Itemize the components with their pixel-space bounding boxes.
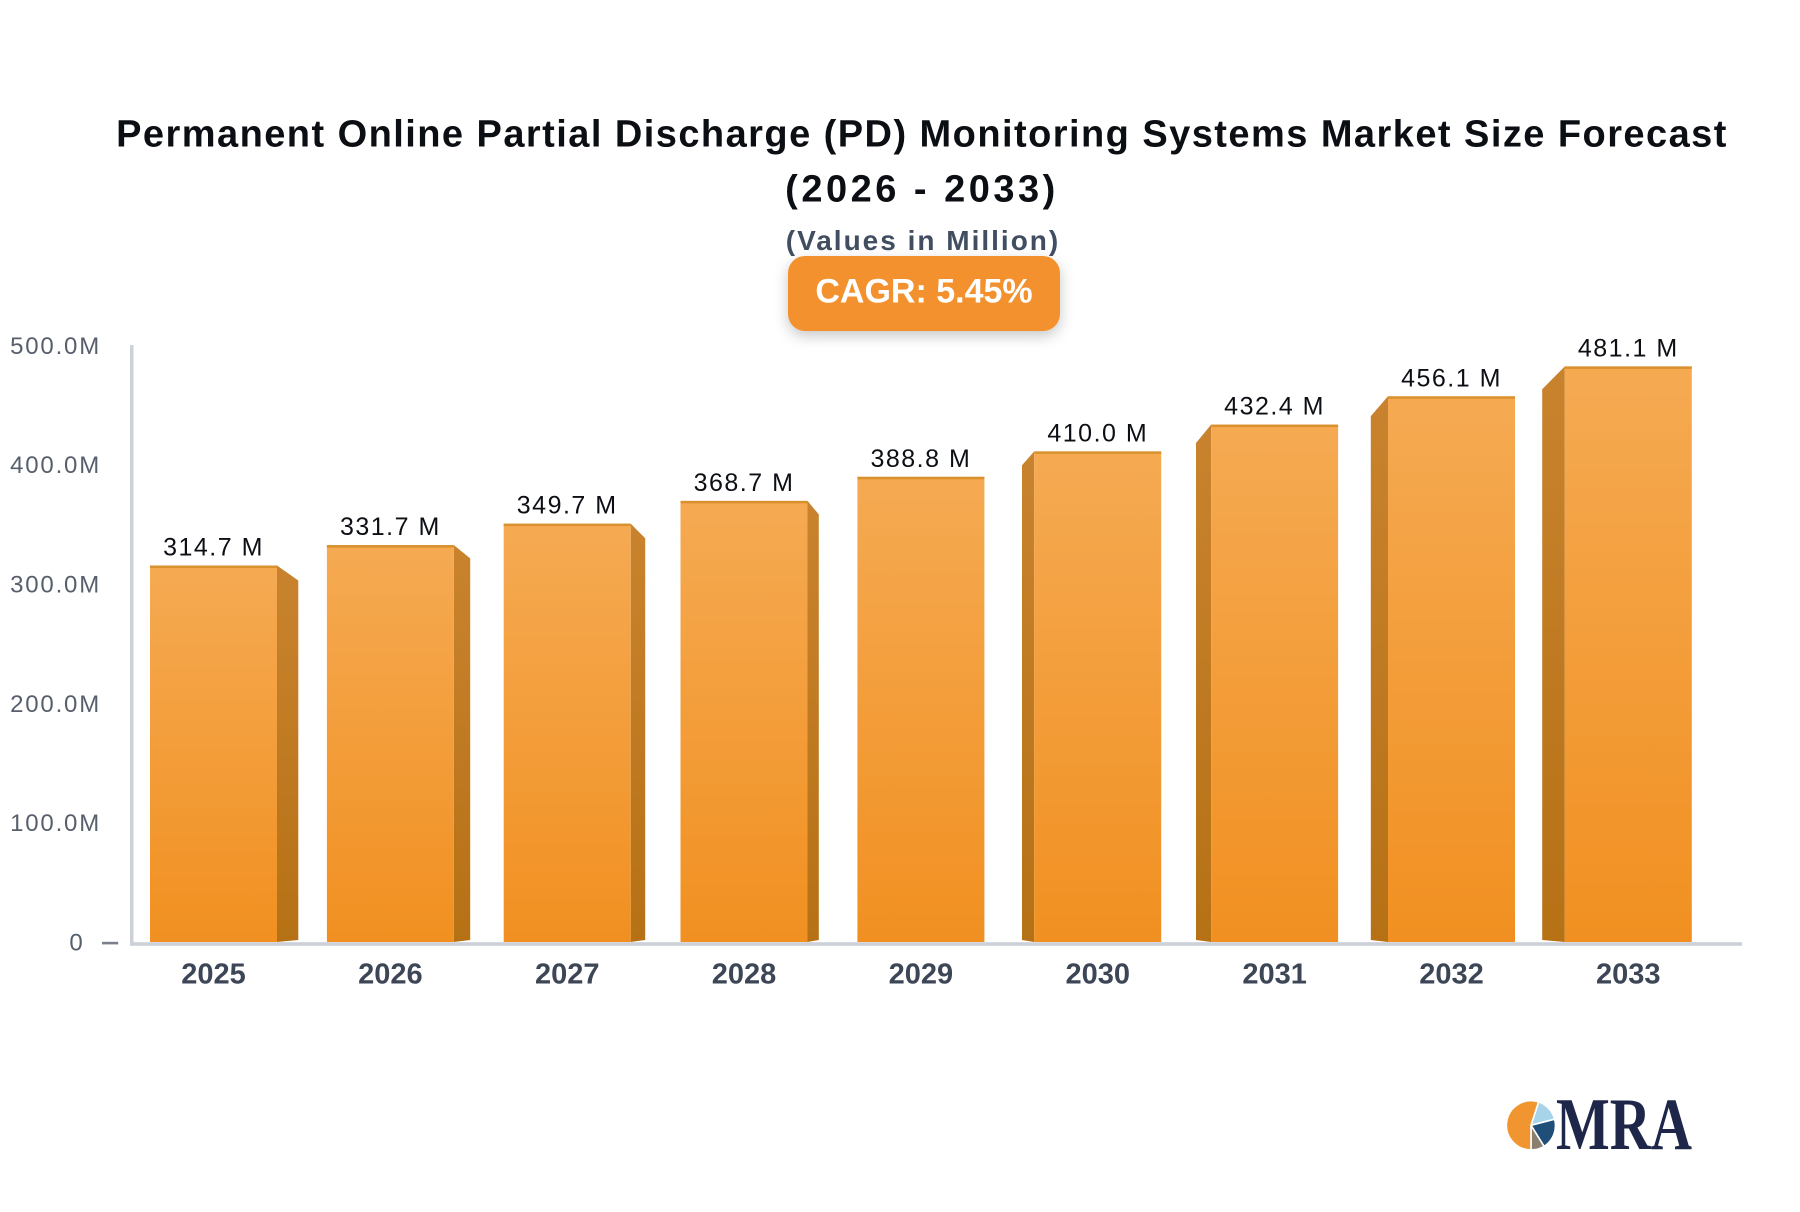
svg-text:2028: 2028 xyxy=(712,959,777,991)
svg-text:100.0M: 100.0M xyxy=(10,810,101,837)
svg-text:300.0M: 300.0M xyxy=(10,572,101,599)
svg-text:2026: 2026 xyxy=(358,959,423,991)
svg-text:Permanent Online Partial Disch: Permanent Online Partial Discharge (PD) … xyxy=(116,114,1728,156)
svg-text:388.8 M: 388.8 M xyxy=(870,445,971,473)
svg-text:2029: 2029 xyxy=(889,959,954,991)
svg-text:MRA: MRA xyxy=(1556,1084,1692,1166)
svg-text:(2026 - 2033): (2026 - 2033) xyxy=(785,169,1059,211)
svg-text:410.0 M: 410.0 M xyxy=(1047,419,1148,447)
svg-text:500.0M: 500.0M xyxy=(10,333,101,360)
svg-text:2030: 2030 xyxy=(1066,959,1131,991)
svg-text:0: 0 xyxy=(69,930,84,957)
svg-text:432.4 M: 432.4 M xyxy=(1224,393,1325,421)
svg-text:CAGR: 5.45%: CAGR: 5.45% xyxy=(815,273,1032,311)
svg-text:2032: 2032 xyxy=(1419,959,1484,991)
svg-text:200.0M: 200.0M xyxy=(10,691,101,718)
svg-text:2031: 2031 xyxy=(1242,959,1307,991)
svg-text:400.0M: 400.0M xyxy=(10,452,101,479)
svg-text:314.7 M: 314.7 M xyxy=(163,534,264,562)
svg-text:331.7 M: 331.7 M xyxy=(340,513,441,541)
svg-text:2027: 2027 xyxy=(535,959,600,991)
svg-text:(Values in Million): (Values in Million) xyxy=(786,225,1060,256)
svg-text:481.1 M: 481.1 M xyxy=(1578,334,1679,362)
svg-text:2033: 2033 xyxy=(1596,959,1661,991)
svg-text:368.7 M: 368.7 M xyxy=(694,469,795,497)
svg-text:456.1 M: 456.1 M xyxy=(1401,364,1502,392)
svg-text:2025: 2025 xyxy=(181,959,246,991)
svg-text:349.7 M: 349.7 M xyxy=(517,492,618,520)
